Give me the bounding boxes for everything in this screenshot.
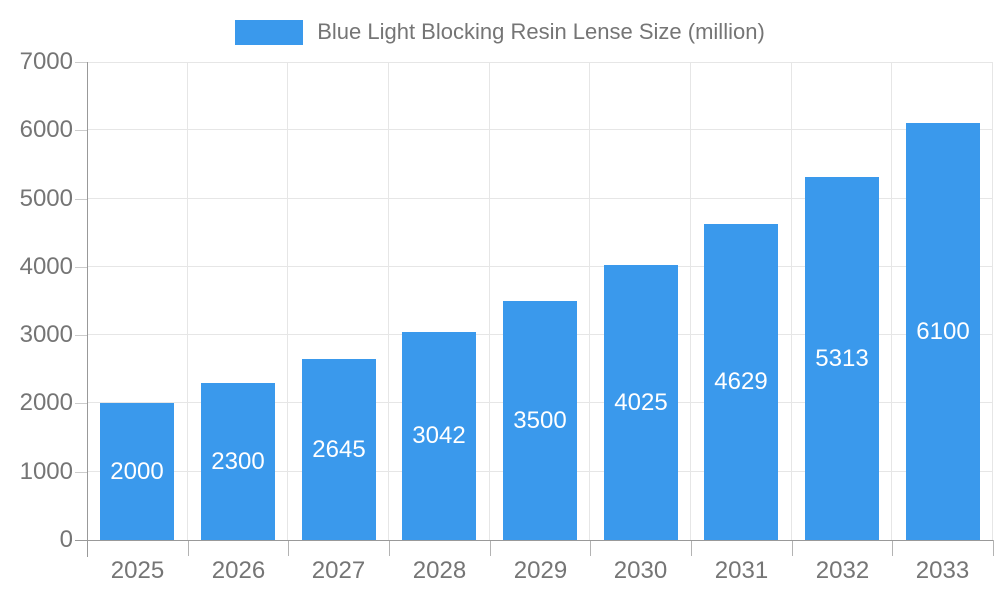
bar-value-label: 5313	[815, 344, 869, 372]
x-axis-tick	[490, 540, 491, 556]
x-axis-tick-label: 2030	[613, 557, 668, 584]
bar: 5313	[805, 177, 879, 540]
x-axis-tick	[188, 540, 189, 556]
gridline-vertical	[992, 62, 993, 540]
y-axis-tick	[75, 199, 87, 200]
y-axis-tick-label: 4000	[19, 253, 73, 280]
x-axis-tick	[993, 540, 994, 556]
y-axis-tick-label: 0	[59, 526, 73, 553]
bar: 4629	[704, 224, 778, 540]
y-axis-tick-label: 3000	[19, 321, 73, 348]
gridline-vertical	[187, 62, 188, 540]
gridline-horizontal	[87, 62, 993, 63]
x-axis-tick	[288, 540, 289, 556]
y-axis-line	[87, 62, 88, 557]
bar-value-label: 3500	[513, 406, 567, 434]
bar-value-label: 2645	[312, 435, 366, 463]
y-axis-tick-label: 7000	[19, 48, 73, 75]
x-axis-tick-label: 2032	[815, 557, 870, 584]
x-axis-tick-label: 2025	[110, 557, 165, 584]
x-axis-tick-label: 2028	[412, 557, 467, 584]
y-axis-tick	[75, 267, 87, 268]
gridline-horizontal	[87, 266, 993, 267]
bar-value-label: 4025	[614, 388, 668, 416]
x-axis-tick	[892, 540, 893, 556]
gridline-vertical	[287, 62, 288, 540]
legend-swatch	[235, 19, 304, 45]
bar-value-label: 4629	[714, 368, 768, 395]
y-axis-tick	[75, 62, 87, 63]
x-axis-tick	[590, 540, 591, 556]
bar: 6100	[906, 123, 980, 540]
bar: 2000	[100, 403, 174, 540]
bar-value-label: 6100	[916, 317, 970, 345]
x-axis-tick-label: 2027	[311, 557, 366, 584]
y-axis-tick	[75, 130, 87, 131]
plot-area: 2000 2300 2645 3042 3500 4025 4629 5313 6100	[87, 62, 993, 540]
bar: 3042	[402, 332, 476, 540]
y-axis-tick	[75, 403, 87, 404]
gridline-horizontal	[87, 129, 993, 130]
x-axis-tick	[691, 540, 692, 556]
x-axis-tick-label: 2026	[211, 557, 266, 584]
bar-value-label: 2000	[110, 457, 164, 485]
gridline-vertical	[891, 62, 892, 540]
y-axis-tick-label: 2000	[19, 389, 73, 416]
gridline-horizontal	[87, 198, 993, 199]
y-axis-tick	[75, 472, 87, 473]
gridline-vertical	[388, 62, 389, 540]
bar-value-label: 2300	[211, 447, 265, 475]
gridline-vertical	[589, 62, 590, 540]
gridline-vertical	[791, 62, 792, 540]
bar: 2300	[201, 383, 275, 540]
gridline-vertical	[489, 62, 490, 540]
bar: 4025	[604, 265, 678, 540]
x-axis-line	[75, 540, 993, 541]
gridline-vertical	[690, 62, 691, 540]
bar: 3500	[503, 301, 577, 540]
y-axis-tick-label: 1000	[19, 458, 73, 485]
x-axis-tick	[389, 540, 390, 556]
y-axis-tick-label: 5000	[19, 185, 73, 212]
x-axis-tick-label: 2029	[513, 557, 568, 584]
x-axis-tick-label: 2031	[714, 557, 769, 584]
legend[interactable]: Blue Light Blocking Resin Lense Size (mi…	[0, 19, 1000, 45]
bar-value-label: 3042	[412, 422, 466, 449]
legend-label: Blue Light Blocking Resin Lense Size (mi…	[317, 19, 765, 44]
x-axis-tick	[792, 540, 793, 556]
y-axis-tick-label: 6000	[19, 116, 73, 143]
y-axis-tick	[75, 335, 87, 336]
x-axis-tick-label: 2033	[915, 557, 970, 584]
bar: 2645	[302, 359, 376, 540]
